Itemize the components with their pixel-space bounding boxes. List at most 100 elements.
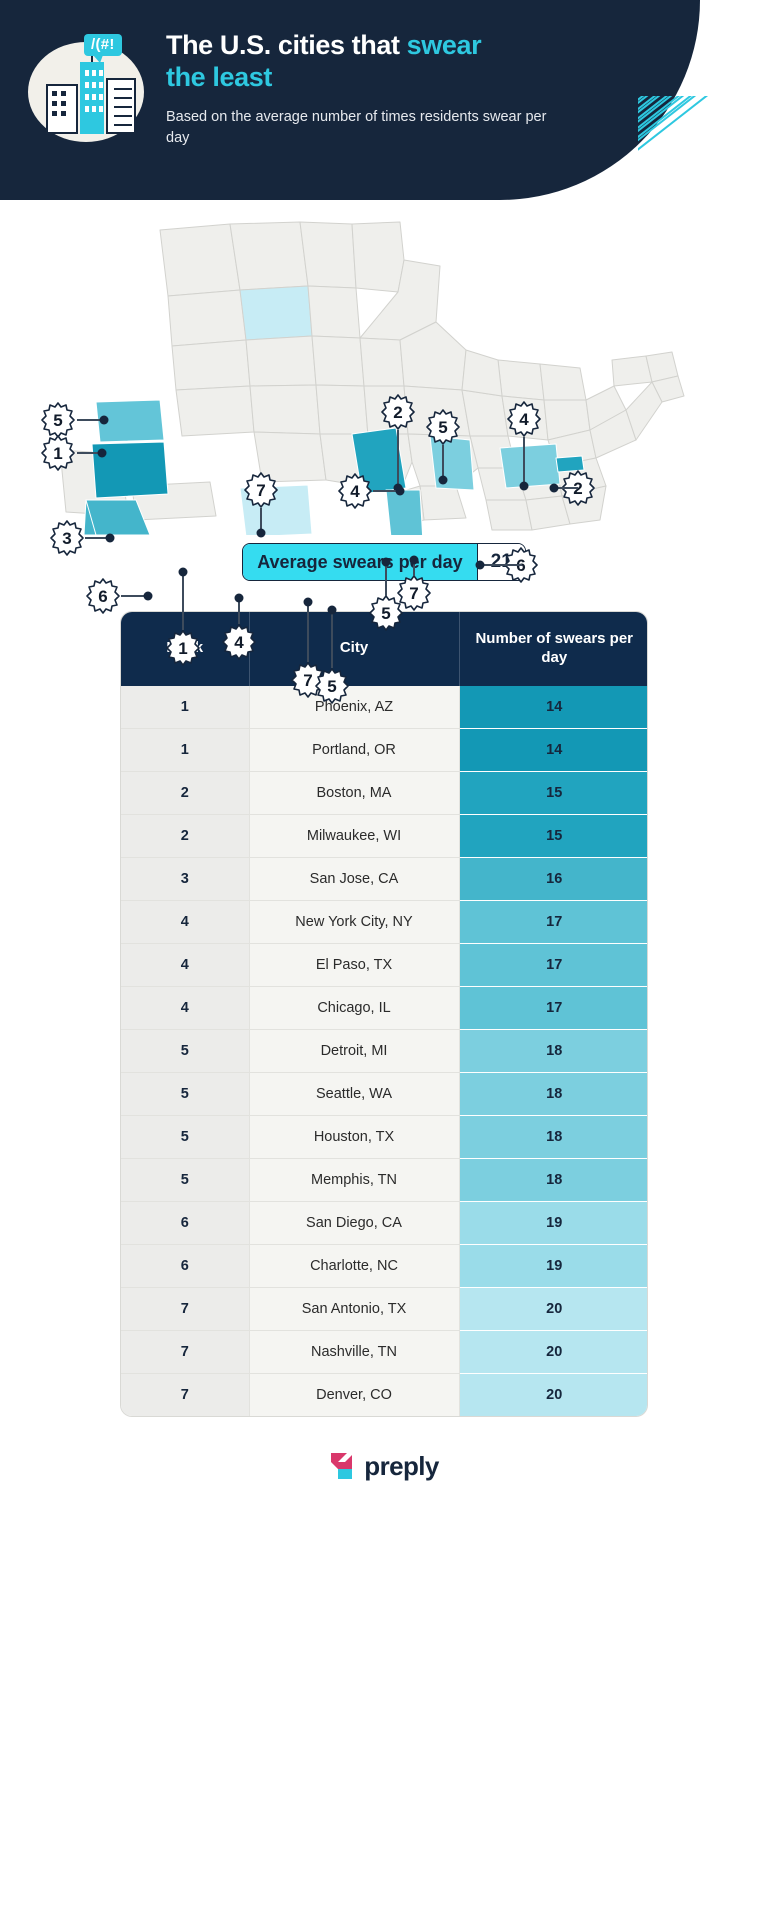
page-title-part1: The U.S. cities that [166,30,407,60]
cell-swears: 14 [459,728,647,772]
cell-rank: 4 [121,900,250,944]
rank-badge-label: 2 [393,402,403,422]
marker-stem [331,610,333,668]
marker-stem [554,487,578,489]
cell-swears: 15 [459,814,647,858]
rank-badge-label: 2 [573,478,583,498]
table-row: 2 Milwaukee, WI 15 [121,814,647,858]
marker-dot [143,591,153,601]
cell-rank: 6 [121,1244,250,1288]
rank-badge-label: 1 [53,443,63,463]
rankings-table: Rank City Number of swears per day 1Phoe… [121,612,647,1416]
marker-stem [85,537,109,539]
rank-badge-2-boston: 2 [559,469,597,507]
rank-badge-7-nashville: 7 [395,574,433,612]
cell-swears: 17 [459,986,647,1030]
footer: preply [0,1451,768,1482]
table-row: 5 Detroit, MI 18 [121,1029,647,1073]
table-row: 2 Boston, MA 15 [121,771,647,815]
marker-stem [413,560,415,576]
swear-speech-bubble: /(#! [84,34,122,63]
marker-dot [395,486,405,496]
cell-rank: 2 [121,771,250,815]
marker-stem [77,419,103,421]
cell-city: Denver, CO [249,1373,460,1416]
marker-stem [260,508,262,532]
table-row: 1 Portland, OR 14 [121,728,647,772]
cell-rank: 1 [121,685,250,729]
cell-city: Detroit, MI [249,1029,460,1073]
cell-swears: 20 [459,1330,647,1374]
rank-badge-label: 4 [519,409,529,429]
marker-dot [99,415,109,425]
cell-city: Chicago, IL [249,986,460,1030]
marker-stem [77,452,101,454]
cell-swears: 18 [459,1029,647,1073]
column-header-swears: Number of swears per day [459,612,647,686]
rank-badge-label: 1 [178,638,188,658]
table-row: 5 Seattle, WA 18 [121,1072,647,1116]
table-row: 6 San Diego, CA 19 [121,1201,647,1245]
table-row: 1 Phoenix, AZ 14 [121,685,647,729]
page-title-accent2: the least [166,61,272,92]
cell-city: Memphis, TN [249,1158,460,1202]
preply-brand-name: preply [364,1450,439,1481]
marker-dot [409,555,419,565]
marker-dot [256,528,266,538]
cell-city: San Diego, CA [249,1201,460,1245]
marker-dot [97,448,107,458]
cell-swears: 15 [459,771,647,815]
cell-rank: 5 [121,1158,250,1202]
cell-city: Seattle, WA [249,1072,460,1116]
cell-swears: 20 [459,1373,647,1416]
cell-city: San Jose, CA [249,857,460,901]
page-title-accent1: swear [406,30,482,60]
rank-badge-label: 5 [327,676,337,696]
map-graphic [59,221,685,535]
rank-badge-4-chicago: 4 [336,472,374,510]
cell-rank: 5 [121,1115,250,1159]
rank-badge-2-milwaukee: 2 [379,393,417,431]
cell-city: Phoenix, AZ [249,685,460,729]
marker-dot [549,483,559,493]
rank-badge-5-memphis: 5 [367,594,405,632]
cell-city: San Antonio, TX [249,1287,460,1331]
cell-swears: 18 [459,1072,647,1116]
rank-badge-7-denver: 7 [242,471,280,509]
marker-stem [238,598,240,624]
marker-dot [178,567,188,577]
cell-rank: 7 [121,1287,250,1331]
table-row: 4 New York City, NY 17 [121,900,647,944]
rank-badge-4-el-paso: 4 [220,623,258,661]
cell-city: Nashville, TN [249,1330,460,1374]
cell-swears: 16 [459,857,647,901]
cell-city: Houston, TX [249,1115,460,1159]
table-row: 7 San Antonio, TX 20 [121,1287,647,1331]
rank-badge-label: 4 [350,481,360,501]
table-row: 4 Chicago, IL 17 [121,986,647,1030]
marker-dot [234,593,244,603]
cell-swears: 19 [459,1244,647,1288]
cell-swears: 18 [459,1115,647,1159]
marker-dot [475,560,485,570]
rank-badge-1-portland: 1 [39,434,77,472]
marker-stem [385,562,387,596]
table-row: 4 El Paso, TX 17 [121,943,647,987]
cell-rank: 5 [121,1029,250,1073]
cell-city: New York City, NY [249,900,460,944]
table-row: 6 Charlotte, NC 19 [121,1244,647,1288]
cell-swears: 19 [459,1201,647,1245]
preply-logo-icon [331,1453,353,1479]
marker-dot [381,557,391,567]
marker-stem [121,595,147,597]
marker-stem [480,564,522,566]
rank-badge-1-phoenix: 1 [164,629,202,667]
marker-stem [373,490,399,492]
table-row: 5 Houston, TX 18 [121,1115,647,1159]
rank-badge-label: 7 [303,670,313,690]
rank-badge-label: 5 [438,417,448,437]
marker-stem [182,572,184,630]
rank-badge-label: 5 [53,410,63,430]
column-header-city: City [249,612,460,686]
cell-city: Boston, MA [249,771,460,815]
